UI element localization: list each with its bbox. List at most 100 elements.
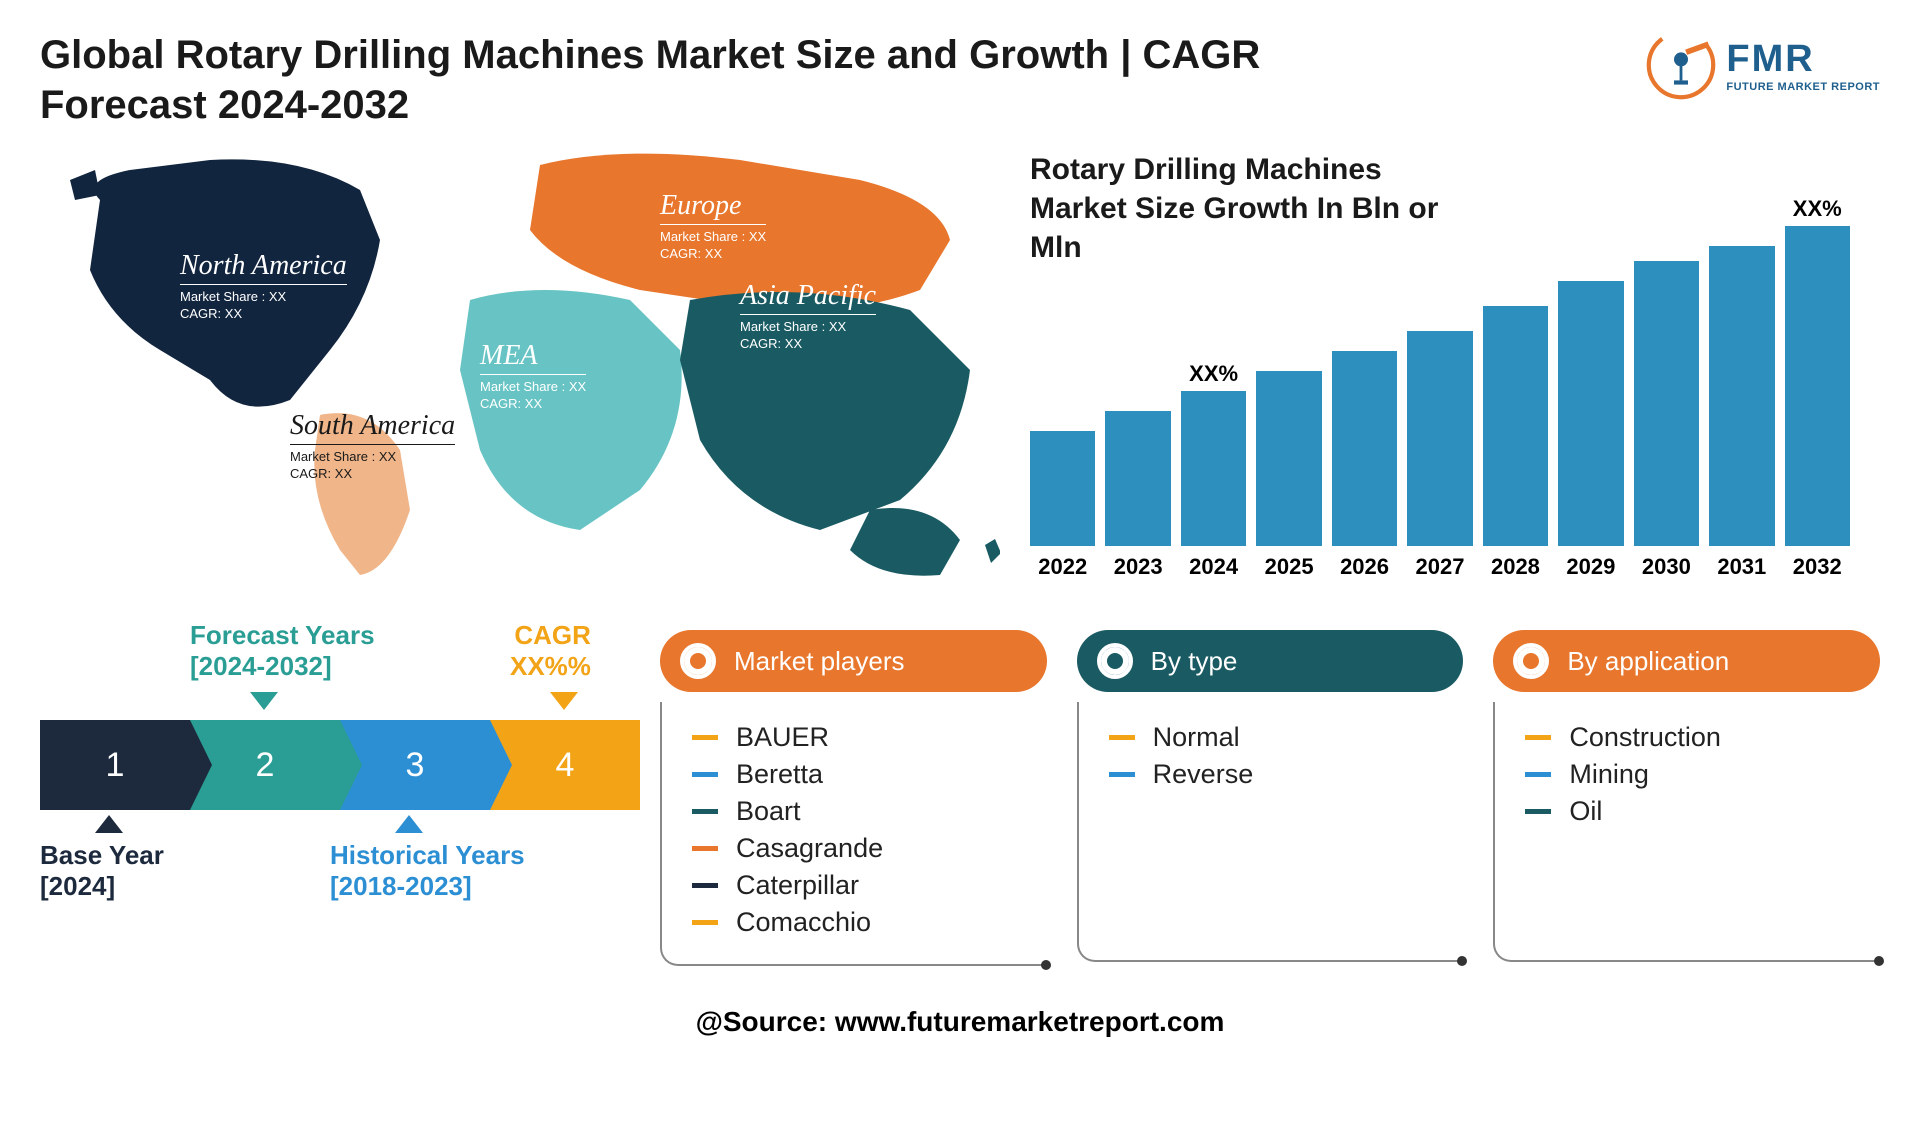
bar-2027: 2027 (1407, 331, 1472, 580)
logo-subtitle: FUTURE MARKET REPORT (1726, 81, 1880, 93)
region-label-north_america: North America Market Share : XXCAGR: XX (180, 250, 347, 323)
cagr-arrow-icon (550, 692, 578, 710)
region-nz (985, 539, 1000, 563)
dash-icon (692, 883, 718, 888)
forecast-label: Forecast Years [2024-2032] (190, 620, 375, 682)
cagr-label: CAGR XX%% (510, 620, 591, 682)
bar-rect (1030, 431, 1095, 546)
bar-year-label: 2023 (1114, 554, 1163, 580)
telescope-icon (1646, 30, 1716, 100)
bar-2023: 2023 (1105, 411, 1170, 580)
list-item: Boart (692, 796, 1037, 827)
dash-icon (692, 920, 718, 925)
list-item-label: BAUER (736, 722, 829, 753)
historical-arrow-icon (395, 815, 423, 833)
base-sub: [2024] (40, 871, 164, 902)
pill-title: By type (1151, 646, 1238, 677)
timeline-seg-3: 3 (340, 720, 490, 810)
forecast-sub: [2024-2032] (190, 651, 375, 682)
list-item: Reverse (1109, 759, 1454, 790)
bar-annotation: XX% (1189, 361, 1238, 387)
bar-year-label: 2030 (1642, 554, 1691, 580)
bar-rect (1785, 226, 1850, 546)
list-item-label: Beretta (736, 759, 823, 790)
bar-2032: XX% 2032 (1785, 226, 1850, 580)
bar-rect (1709, 246, 1774, 546)
region-label-mea: MEA Market Share : XXCAGR: XX (480, 340, 586, 413)
list-item-label: Comacchio (736, 907, 871, 938)
bar-2029: 2029 (1558, 281, 1623, 580)
bar-rect (1483, 306, 1548, 546)
dash-icon (1109, 772, 1135, 777)
bar-2031: 2031 (1709, 246, 1774, 580)
pill-header: Market players (660, 630, 1047, 692)
dash-icon (1525, 809, 1551, 814)
pill-column-2: By application ConstructionMiningOil (1493, 630, 1880, 966)
bar-year-label: 2032 (1793, 554, 1842, 580)
bar-year-label: 2025 (1265, 554, 1314, 580)
bar-year-label: 2028 (1491, 554, 1540, 580)
list-frame: Normal Reverse (1077, 702, 1464, 962)
bar-year-label: 2031 (1717, 554, 1766, 580)
world-map: North America Market Share : XXCAGR: XX S… (40, 150, 1000, 580)
timeline-seg-4: 4 (490, 720, 640, 810)
list-item: BAUER (692, 722, 1037, 753)
dash-icon (692, 846, 718, 851)
list-item: Mining (1525, 759, 1870, 790)
list-item-label: Mining (1569, 759, 1649, 790)
bar-annotation: XX% (1793, 196, 1842, 222)
bar-rect (1181, 391, 1246, 546)
bar-chart: Rotary Drilling Machines Market Size Gro… (1000, 150, 1880, 580)
bar-year-label: 2022 (1038, 554, 1087, 580)
list-item: Caterpillar (692, 870, 1037, 901)
region-label-south_america: South America Market Share : XXCAGR: XX (290, 410, 455, 483)
list-item: Casagrande (692, 833, 1037, 864)
bar-2028: 2028 (1483, 306, 1548, 580)
dash-icon (1525, 735, 1551, 740)
source-text: @Source: www.futuremarketreport.com (40, 1006, 1880, 1038)
timeline-seg-2: 2 (190, 720, 340, 810)
bottom-row: Forecast Years [2024-2032] CAGR XX%% 123… (40, 630, 1880, 966)
bar-rect (1558, 281, 1623, 546)
list-item-label: Casagrande (736, 833, 883, 864)
list-item: Comacchio (692, 907, 1037, 938)
forecast-arrow-icon (250, 692, 278, 710)
historical-sub: [2018-2023] (330, 871, 525, 902)
bar-year-label: 2026 (1340, 554, 1389, 580)
bar-2030: 2030 (1634, 261, 1699, 580)
pill-header: By application (1493, 630, 1880, 692)
bar-2025: 2025 (1256, 371, 1321, 580)
dash-icon (692, 735, 718, 740)
list-item-label: Normal (1153, 722, 1240, 753)
list-item: Normal (1109, 722, 1454, 753)
dash-icon (692, 809, 718, 814)
top-row: North America Market Share : XXCAGR: XX S… (40, 150, 1880, 580)
list-frame: ConstructionMiningOil (1493, 702, 1880, 962)
pill-title: By application (1567, 646, 1729, 677)
timeline-seg-1: 1 (40, 720, 190, 810)
page-title: Global Rotary Drilling Machines Market S… (40, 30, 1340, 130)
cagr-sub: XX%% (510, 651, 591, 682)
list-item-label: Reverse (1153, 759, 1254, 790)
list-item: Oil (1525, 796, 1870, 827)
bar-rect (1407, 331, 1472, 546)
region-label-asia_pacific: Asia Pacific Market Share : XXCAGR: XX (740, 280, 876, 353)
bar-year-label: 2029 (1566, 554, 1615, 580)
bar-rect (1256, 371, 1321, 546)
bar-rect (1634, 261, 1699, 546)
list-item-label: Oil (1569, 796, 1602, 827)
pill-column-0: Market players BAUER Beretta Boart Casagran… (660, 630, 1047, 966)
bar-rect (1332, 351, 1397, 546)
bar-rect (1105, 411, 1170, 546)
dash-icon (1525, 772, 1551, 777)
pill-header: By type (1077, 630, 1464, 692)
list-item: Beretta (692, 759, 1037, 790)
list-item-label: Caterpillar (736, 870, 859, 901)
forecast-title: Forecast Years (190, 620, 375, 651)
historical-title: Historical Years (330, 840, 525, 871)
brand-logo: FMR FUTURE MARKET REPORT (1646, 30, 1880, 100)
base-label: Base Year [2024] (40, 840, 164, 902)
base-title: Base Year (40, 840, 164, 871)
bar-2024: XX% 2024 (1181, 391, 1246, 580)
list-item-label: Boart (736, 796, 801, 827)
